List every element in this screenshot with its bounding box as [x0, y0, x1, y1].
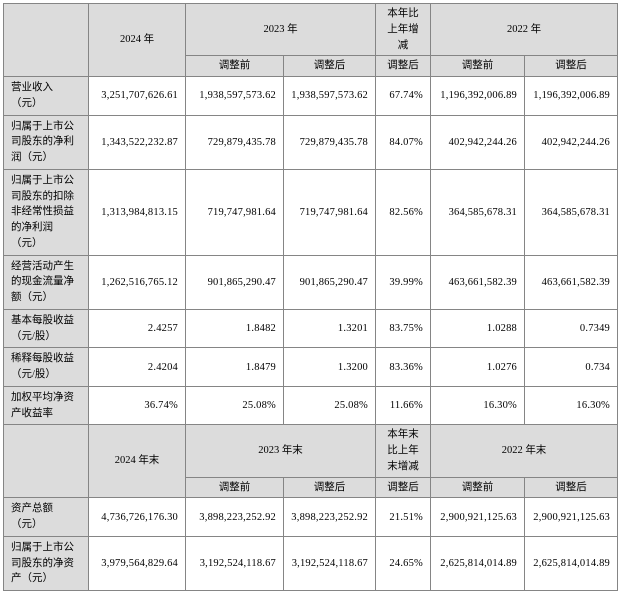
row-label: 稀释每股收益 （元/股）: [3, 347, 89, 387]
value-cell: 39.99%: [375, 254, 431, 310]
financial-summary-table: 2024 年 2023 年 本年比 上年增 减 2022 年 调整前 调整后 调…: [3, 2, 618, 592]
value-cell: 3,898,223,252.92: [283, 497, 376, 537]
value-cell: 25.08%: [283, 385, 376, 426]
subheader-2023-before: 调整前: [185, 55, 284, 77]
header-2022-end: 2022 年末: [430, 424, 618, 478]
corner-cell: [3, 424, 89, 499]
table-row: 基本每股收益 （元/股） 2.4257 1.8482 1.3201 83.75%…: [3, 308, 618, 349]
table-row: 归属于上市公 司股东的净资 产（元） 3,979,564,829.64 3,19…: [3, 535, 618, 592]
value-cell: 1.8482: [185, 308, 284, 349]
value-cell: 2,625,814,014.89: [430, 535, 525, 592]
value-cell: 25.08%: [185, 385, 284, 426]
value-cell: 82.56%: [375, 168, 431, 256]
value-cell: 0.7349: [524, 308, 618, 349]
header-yearend-change: 本年末 比上年 末增减: [375, 424, 431, 478]
value-cell: 3,192,524,118.67: [283, 535, 376, 592]
value-cell: 719,747,981.64: [283, 168, 376, 256]
row-label: 资产总额 （元）: [3, 497, 89, 537]
header-2024-end: 2024 年末: [88, 424, 186, 499]
value-cell: 83.75%: [375, 308, 431, 349]
value-cell: 402,942,244.26: [524, 114, 618, 170]
value-cell: 36.74%: [88, 385, 186, 426]
row-label: 经营活动产生 的现金流量净 额（元）: [3, 254, 89, 310]
value-cell: 3,251,707,626.61: [88, 76, 186, 116]
row-label: 归属于上市公 司股东的净利 润（元）: [3, 114, 89, 170]
value-cell: 1,196,392,006.89: [430, 76, 525, 116]
value-cell: 2,625,814,014.89: [524, 535, 618, 592]
subheader-2022-before: 调整前: [430, 55, 525, 77]
value-cell: 719,747,981.64: [185, 168, 284, 256]
table-row: 加权平均净资 产收益率 36.74% 25.08% 25.08% 11.66% …: [3, 385, 618, 426]
table-row: 归属于上市公 司股东的净利 润（元） 1,343,522,232.87 729,…: [3, 114, 618, 170]
value-cell: 1.3200: [283, 347, 376, 387]
value-cell: 21.51%: [375, 497, 431, 537]
subheader-change-after: 调整后: [375, 55, 431, 77]
header-2022: 2022 年: [430, 2, 618, 57]
value-cell: 463,661,582.39: [430, 254, 525, 310]
table-row: 稀释每股收益 （元/股） 2.4204 1.8479 1.3200 83.36%…: [3, 347, 618, 387]
value-cell: 3,192,524,118.67: [185, 535, 284, 592]
table-row: 归属于上市公 司股东的扣除 非经常性损益 的净利润 （元） 1,313,984,…: [3, 168, 618, 256]
value-cell: 83.36%: [375, 347, 431, 387]
value-cell: 1,196,392,006.89: [524, 76, 618, 116]
value-cell: 4,736,726,176.30: [88, 497, 186, 537]
subheader-2023-after: 调整后: [283, 55, 376, 77]
row-label: 归属于上市公 司股东的扣除 非经常性损益 的净利润 （元）: [3, 168, 89, 256]
value-cell: 2,900,921,125.63: [524, 497, 618, 537]
row-label: 基本每股收益 （元/股）: [3, 308, 89, 349]
row-label: 加权平均净资 产收益率: [3, 385, 89, 426]
value-cell: 2,900,921,125.63: [430, 497, 525, 537]
subheader-2023end-before: 调整前: [185, 476, 284, 499]
value-cell: 11.66%: [375, 385, 431, 426]
header-2023: 2023 年: [185, 2, 376, 57]
value-cell: 1,343,522,232.87: [88, 114, 186, 170]
table-row: 资产总额 （元） 4,736,726,176.30 3,898,223,252.…: [3, 497, 618, 537]
value-cell: 729,879,435.78: [185, 114, 284, 170]
row-label: 营业收入 （元）: [3, 76, 89, 116]
value-cell: 364,585,678.31: [430, 168, 525, 256]
value-cell: 1.0288: [430, 308, 525, 349]
value-cell: 1,938,597,573.62: [283, 76, 376, 116]
value-cell: 729,879,435.78: [283, 114, 376, 170]
value-cell: 901,865,290.47: [283, 254, 376, 310]
value-cell: 67.74%: [375, 76, 431, 116]
header-2024: 2024 年: [88, 3, 186, 77]
value-cell: 0.734: [524, 347, 618, 387]
value-cell: 1,313,984,813.15: [88, 168, 186, 256]
value-cell: 24.65%: [375, 535, 431, 592]
value-cell: 3,898,223,252.92: [185, 497, 284, 537]
subheader-2022end-before: 调整前: [430, 476, 525, 499]
value-cell: 1,938,597,573.62: [185, 76, 284, 116]
header-yoy-change: 本年比 上年增 减: [375, 2, 431, 57]
value-cell: 16.30%: [430, 385, 525, 426]
value-cell: 16.30%: [524, 385, 618, 426]
value-cell: 84.07%: [375, 114, 431, 170]
subheader-2022end-after: 调整后: [524, 476, 618, 499]
value-cell: 2.4257: [88, 308, 186, 349]
value-cell: 402,942,244.26: [430, 114, 525, 170]
value-cell: 1.0276: [430, 347, 525, 387]
value-cell: 3,979,564,829.64: [88, 535, 186, 592]
subheader-change-after: 调整后: [375, 476, 431, 499]
value-cell: 901,865,290.47: [185, 254, 284, 310]
subheader-2023end-after: 调整后: [283, 476, 376, 499]
subheader-2022-after: 调整后: [524, 55, 618, 77]
value-cell: 2.4204: [88, 347, 186, 387]
table-row: 经营活动产生 的现金流量净 额（元） 1,262,516,765.12 901,…: [3, 254, 618, 310]
value-cell: 463,661,582.39: [524, 254, 618, 310]
value-cell: 1.8479: [185, 347, 284, 387]
header-2023-end: 2023 年末: [185, 424, 376, 478]
value-cell: 364,585,678.31: [524, 168, 618, 256]
corner-cell: [3, 3, 89, 77]
value-cell: 1.3201: [283, 308, 376, 349]
row-label: 归属于上市公 司股东的净资 产（元）: [3, 535, 89, 592]
value-cell: 1,262,516,765.12: [88, 254, 186, 310]
table-row: 营业收入 （元） 3,251,707,626.61 1,938,597,573.…: [3, 76, 618, 116]
